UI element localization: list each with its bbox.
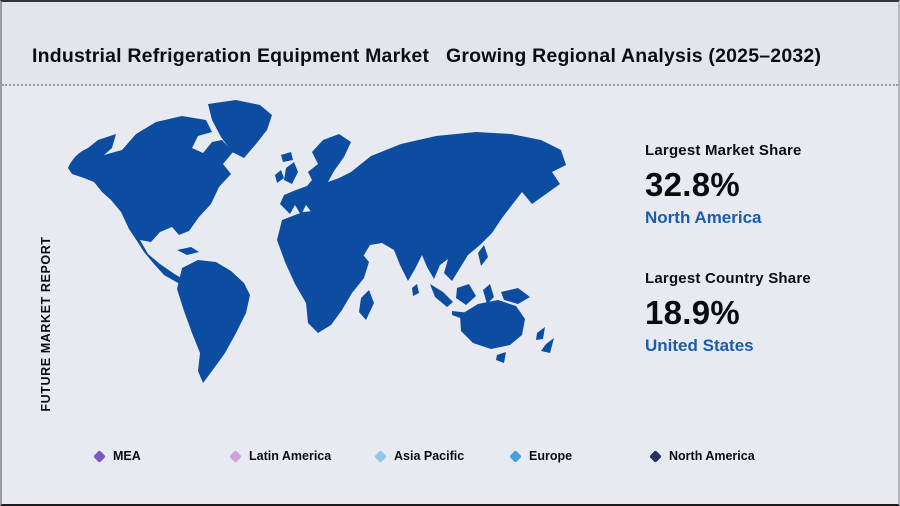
map-sumatra	[430, 284, 453, 307]
stat-value: 18.9%	[645, 294, 741, 331]
map-north-america	[68, 116, 233, 283]
map-sulawesi	[483, 284, 494, 304]
legend-marker-diamond-icon	[374, 449, 387, 463]
stat-largest-country-share: Largest Country Share 18.9% United State…	[645, 270, 895, 356]
map-ireland	[275, 170, 284, 183]
map-borneo	[456, 284, 476, 305]
map-australia	[460, 300, 525, 349]
stat-region: North America	[645, 208, 762, 227]
world-map	[68, 100, 566, 383]
legend-item-mea: MEA	[93, 449, 141, 463]
map-new-guinea	[501, 288, 530, 304]
legend-label: MEA	[113, 449, 141, 463]
map-philippines	[478, 245, 488, 266]
map-new-zealand-south	[541, 338, 554, 353]
legend-marker-diamond-icon	[649, 449, 662, 463]
map-sri-lanka	[412, 284, 419, 296]
legend-item-asia-pacific: Asia Pacific	[374, 449, 465, 463]
map-japan	[480, 196, 498, 229]
stat-region: United States	[645, 336, 754, 355]
map-new-zealand-north	[536, 327, 545, 340]
stats-panel: Largest Market Share 32.8% North America…	[645, 142, 895, 356]
legend-label: Latin America	[249, 449, 332, 463]
stat-largest-market-share: Largest Market Share 32.8% North America	[645, 142, 895, 228]
legend-item-europe: Europe	[509, 449, 573, 463]
stat-value: 32.8%	[645, 166, 741, 203]
brand-vertical-text: FUTURE MARKET REPORT	[39, 236, 53, 412]
legend-marker-diamond-icon	[509, 449, 522, 463]
stat-label: Largest Market Share	[645, 142, 802, 159]
map-britain	[284, 162, 298, 184]
legend-label: North America	[669, 449, 755, 463]
legend-marker-diamond-icon	[93, 449, 106, 463]
legend-label: Europe	[529, 449, 573, 463]
map-madagascar	[359, 290, 374, 320]
world-map-landmasses	[68, 100, 566, 383]
map-eurasia	[280, 132, 566, 281]
map-greenland	[208, 100, 272, 158]
stat-label: Largest Country Share	[645, 270, 811, 287]
page-title: Industrial Refrigeration Equipment Marke…	[32, 45, 822, 67]
legend-item-north-america: North America	[649, 449, 755, 463]
legend-item-latin-america: Latin America	[229, 449, 332, 463]
map-tasmania	[496, 352, 506, 363]
legend-label: Asia Pacific	[394, 449, 465, 463]
world-map-container	[60, 92, 625, 422]
map-iceland	[281, 152, 293, 162]
map-africa	[277, 210, 369, 333]
legend-marker-diamond-icon	[229, 449, 242, 463]
map-south-america	[177, 260, 250, 383]
map-cuba	[177, 247, 199, 255]
header-band: Industrial Refrigeration Equipment Marke…	[2, 2, 898, 86]
